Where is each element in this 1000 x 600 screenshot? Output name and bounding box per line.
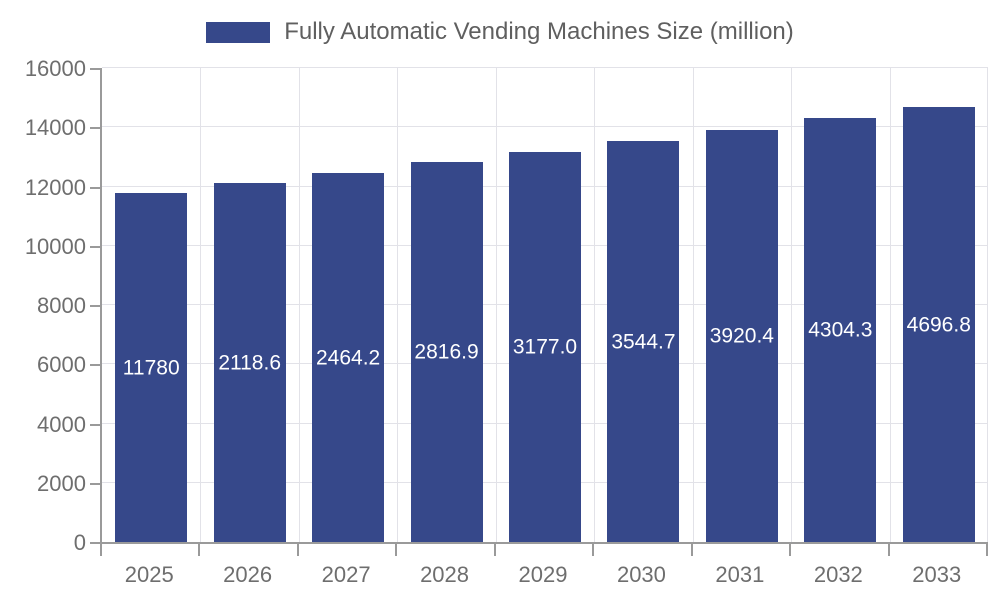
y-tick [90, 68, 100, 70]
v-gridline [496, 68, 497, 542]
bar-value-label: 11780 [122, 356, 180, 379]
x-tick-label: 2025 [124, 562, 174, 587]
x-tick-label: 2028 [420, 562, 470, 587]
y-tick-label: 0 [73, 530, 86, 555]
bar-value-label: 4696.8 [906, 313, 971, 336]
v-gridline [299, 68, 300, 542]
v-gridline [987, 68, 988, 542]
x-tick [100, 544, 102, 556]
bar-value-label: 4304.3 [808, 318, 873, 342]
x-tick [494, 544, 496, 556]
bar-value-label: 2118.6 [218, 351, 281, 374]
bar-value-label: 3177.0 [512, 335, 578, 359]
v-gridline [791, 68, 792, 542]
y-tick-label: 4000 [37, 411, 86, 437]
bar [607, 141, 680, 542]
y-tick [90, 482, 100, 485]
y-tick [90, 305, 100, 307]
bar-value-label: 2464.2 [315, 346, 381, 369]
y-tick [90, 364, 100, 367]
bar [115, 193, 188, 542]
x-tick [198, 544, 200, 556]
y-tick [90, 186, 100, 189]
y-tick-label: 8000 [37, 293, 86, 318]
h-gridline [102, 126, 988, 128]
bar [902, 107, 975, 542]
x-tick-label: 2031 [715, 562, 765, 587]
v-gridline [397, 68, 398, 542]
bar [509, 152, 581, 542]
y-tick-label: 2000 [37, 470, 86, 496]
x-tick-label: 2029 [518, 562, 568, 587]
plot-area: 11780 2118.6 2464.2 2816.9 3177.0 3544.7 3920.… [100, 67, 988, 544]
y-tick [90, 127, 100, 130]
y-tick-label: 12000 [24, 174, 86, 200]
v-gridline [594, 68, 595, 542]
legend-label: Fully Automatic Vending Machines Size (m… [284, 18, 794, 45]
x-tick [888, 544, 890, 556]
x-tick [789, 544, 791, 556]
y-tick-label: 10000 [24, 233, 86, 259]
y-tick [90, 245, 100, 248]
bar-value-label: 2816.9 [414, 340, 479, 364]
y-tick [90, 542, 100, 544]
x-tick-label: 2032 [813, 562, 863, 587]
legend-swatch [206, 21, 271, 43]
x-tick [592, 544, 594, 556]
y-tick-label: 14000 [24, 115, 86, 141]
bar-value-label: 3544.7 [611, 330, 676, 353]
x-tick [297, 544, 299, 556]
v-gridline [200, 68, 201, 542]
x-tick [691, 544, 693, 556]
y-tick-label: 6000 [37, 352, 86, 378]
y-tick-label: 16000 [24, 56, 86, 81]
legend: Fully Automatic Vending Machines Size (m… [0, 16, 1000, 48]
x-tick-label: 2027 [321, 562, 371, 587]
v-gridline [890, 68, 891, 542]
y-tick [90, 423, 100, 426]
bar [804, 118, 877, 542]
bar [410, 162, 483, 542]
x-tick-label: 2030 [616, 562, 666, 587]
bar [213, 183, 286, 542]
bar [312, 173, 385, 542]
bar-value-label: 3920.4 [709, 324, 774, 348]
x-tick-label: 2026 [223, 562, 273, 587]
x-tick-label: 2033 [912, 562, 962, 587]
bar [705, 130, 778, 542]
h-gridline [102, 67, 988, 68]
x-tick [986, 544, 988, 556]
x-tick [395, 544, 397, 556]
v-gridline [693, 68, 694, 542]
